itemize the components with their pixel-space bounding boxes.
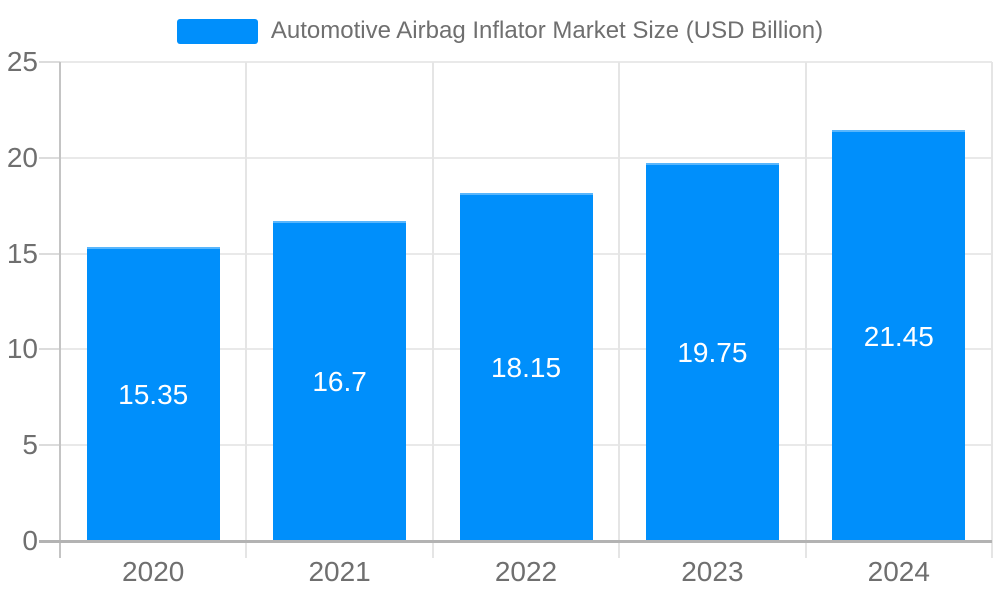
- x-axis-label: 2020: [122, 556, 185, 587]
- bar-2020[interactable]: 15.35: [86, 246, 220, 541]
- plot-area: 0 5 10 15 20 25 15.35 2020 16.7 2021 18.15 2022 19.7…: [7, 46, 993, 587]
- x-axis-label: 2024: [867, 556, 930, 587]
- y-axis-tick: [39, 156, 60, 159]
- bar-value-label: 18.15: [490, 352, 562, 384]
- y-axis-label: 25: [6, 46, 38, 77]
- bar-2022[interactable]: 18.15: [459, 193, 593, 541]
- y-axis-tick: [39, 252, 60, 255]
- bar-2024[interactable]: 21.45: [832, 130, 966, 541]
- bar-2023[interactable]: 19.75: [645, 162, 779, 541]
- y-gridline: [60, 61, 992, 63]
- x-gridline: [618, 62, 621, 558]
- y-axis-tick: [39, 444, 60, 447]
- y-axis-label: 20: [6, 141, 38, 173]
- x-gridline: [245, 62, 248, 558]
- x-axis-label: 2021: [308, 556, 371, 587]
- x-gridline: [431, 62, 434, 558]
- y-axis-tick: [39, 61, 60, 63]
- y-axis-label: 10: [6, 333, 38, 365]
- y-axis-label: 0: [22, 525, 38, 556]
- bar-value-label: 21.45: [863, 320, 934, 352]
- y-axis-label: 5: [22, 429, 38, 461]
- bar-2021[interactable]: 16.7: [273, 221, 407, 541]
- legend[interactable]: Automotive Airbag Inflator Market Size (…: [0, 17, 1000, 44]
- bar-value-label: 19.75: [677, 336, 748, 368]
- y-axis-line: [59, 62, 61, 558]
- x-axis-label: 2022: [494, 556, 558, 587]
- plot-right-border: [991, 62, 993, 558]
- legend-swatch[interactable]: [176, 18, 258, 44]
- y-axis-tick: [39, 348, 60, 351]
- legend-label[interactable]: Automotive Airbag Inflator Market Size (…: [270, 17, 824, 44]
- x-gridline: [804, 62, 807, 558]
- x-axis-line: [39, 540, 992, 543]
- y-gridline: [60, 156, 992, 159]
- bar-value-label: 15.35: [118, 378, 189, 410]
- x-axis-label: 2023: [681, 556, 744, 587]
- y-axis-label: 15: [6, 237, 38, 269]
- bar-value-label: 16.7: [312, 366, 367, 397]
